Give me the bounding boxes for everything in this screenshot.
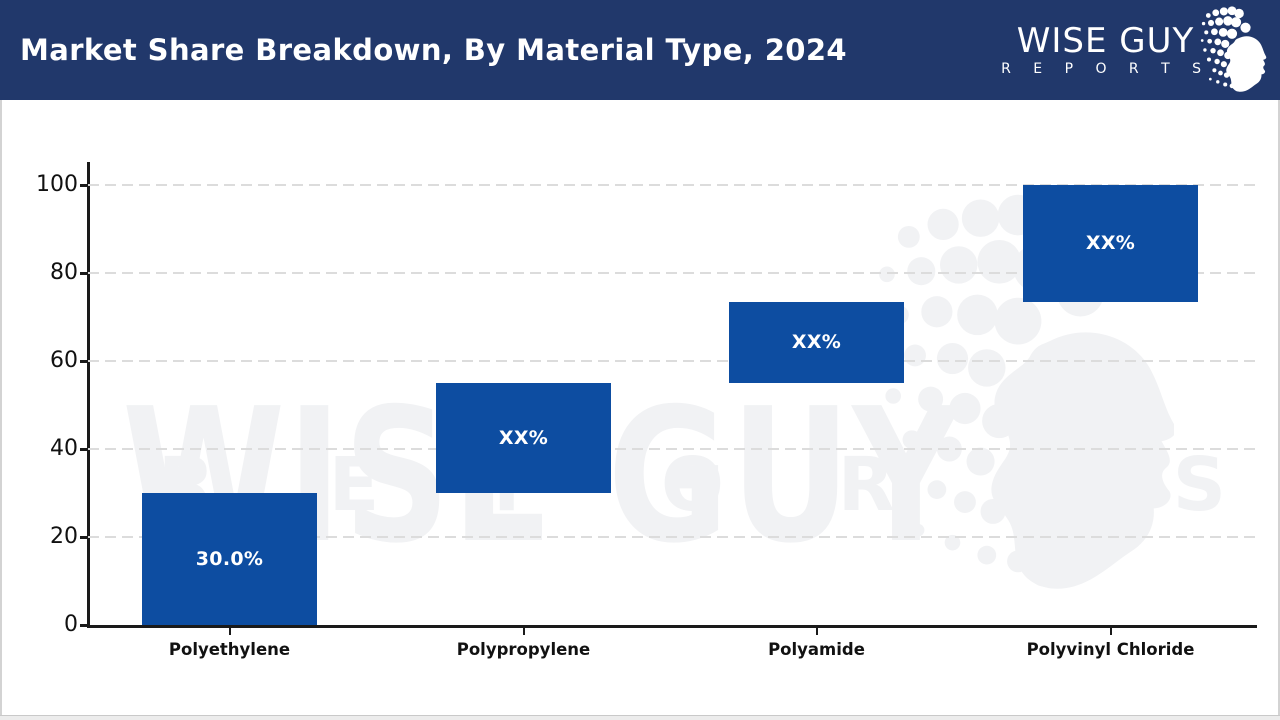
x-category-label: Polyvinyl Chloride	[1026, 640, 1195, 659]
right-border	[1278, 100, 1280, 716]
y-tick-label: 40	[50, 436, 78, 461]
x-axis-line	[87, 625, 1257, 628]
gridline	[88, 448, 1257, 450]
bar-value-label: XX%	[1085, 232, 1136, 255]
y-tick-label: 20	[50, 524, 78, 549]
gridline	[88, 536, 1257, 538]
bar-value-label: 30.0%	[195, 548, 264, 570]
y-tick	[80, 272, 88, 275]
chart-title: Market Share Breakdown, By Material Type…	[20, 33, 848, 67]
header-band: Market Share Breakdown, By Material Type…	[0, 0, 1280, 100]
bar-segment: XX%	[1023, 185, 1198, 302]
left-border	[0, 100, 2, 716]
wise-guy-reports-logo: WISE GUY R E P O R T S	[1001, 6, 1280, 94]
y-tick	[80, 360, 88, 363]
bar-segment: XX%	[436, 383, 611, 493]
bar-segment: XX%	[729, 301, 904, 383]
y-tick	[80, 624, 88, 627]
y-axis-line	[87, 162, 90, 627]
x-category-label: Polypropylene	[456, 640, 591, 659]
y-tick	[80, 184, 88, 187]
x-tick	[228, 627, 231, 635]
logo-wordmark: WISE GUY	[1016, 21, 1195, 61]
x-tick	[522, 627, 525, 635]
y-tick-label: 100	[36, 172, 78, 197]
bar-value-label: XX%	[791, 331, 842, 354]
bar-value-label: XX%	[498, 427, 549, 449]
footer-strip	[0, 715, 1280, 720]
y-tick-label: 60	[50, 348, 78, 373]
y-tick-label: 0	[64, 612, 78, 637]
gridline	[88, 272, 1257, 274]
y-tick-label: 80	[50, 260, 78, 285]
x-category-label: Polyamide	[768, 640, 865, 659]
logo-subtitle: R E P O R T S	[1001, 61, 1210, 77]
gridline	[88, 184, 1257, 186]
x-category-label: Polyethylene	[168, 640, 291, 659]
y-tick	[80, 536, 88, 539]
logo-text: WISE GUY R E P O R T S	[1001, 23, 1210, 77]
bar-segment: 30.0%	[142, 493, 317, 625]
x-tick	[815, 627, 818, 635]
x-tick	[1109, 627, 1112, 635]
gridline	[88, 360, 1257, 362]
y-tick	[80, 448, 88, 451]
